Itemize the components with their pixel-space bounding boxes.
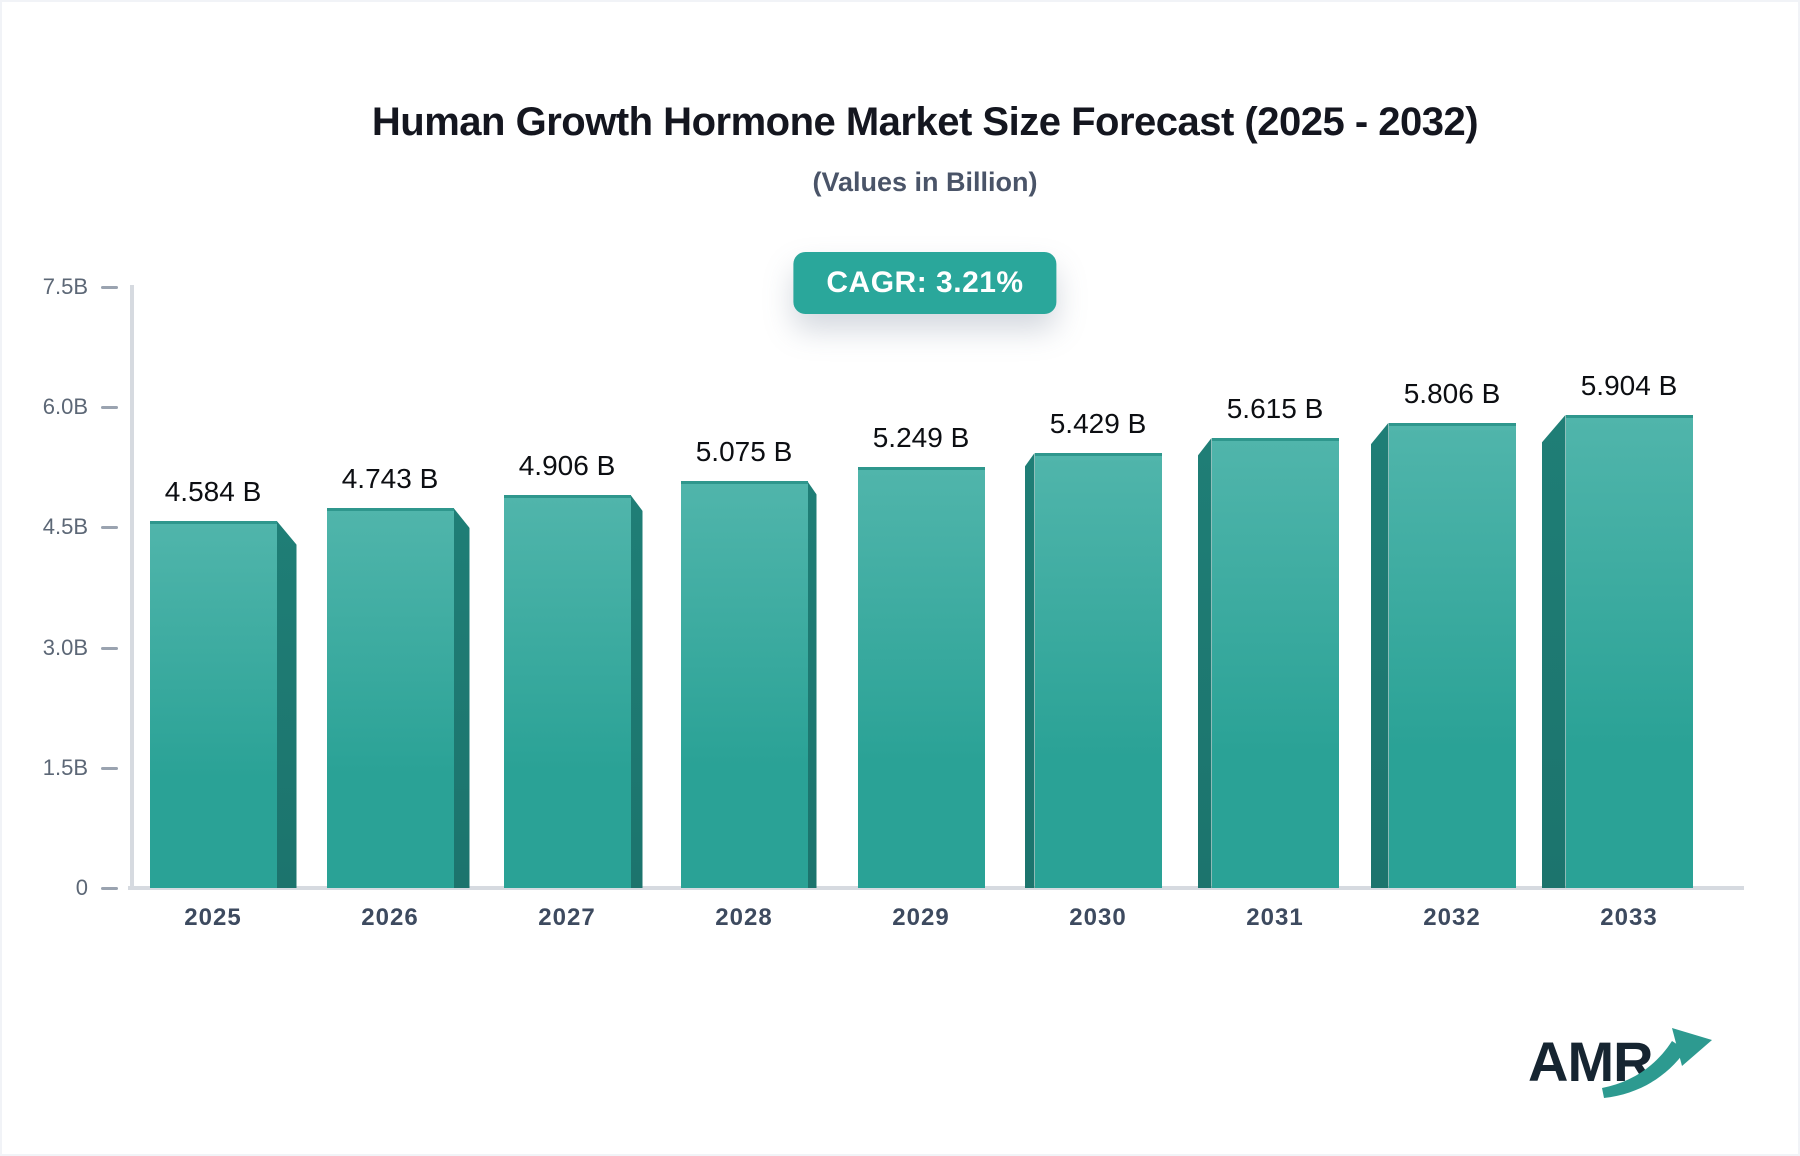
bar-3d-side <box>1370 422 1389 888</box>
bar-2026 <box>326 507 454 888</box>
x-axis-label: 2025 <box>184 904 242 931</box>
bar-2030 <box>1034 452 1162 888</box>
bar-3d-side <box>276 520 297 888</box>
bar-3d-side <box>1541 414 1566 888</box>
y-tick-label: 0 <box>75 875 88 900</box>
x-axis-label: 2030 <box>1069 904 1127 931</box>
x-axis-label: 2031 <box>1246 904 1304 931</box>
y-tick-dash <box>101 526 118 530</box>
y-tick-label: 4.5B <box>42 514 88 540</box>
y-tick-label: 7.5B <box>42 274 88 299</box>
y-tick-label: 1.5B <box>42 754 88 780</box>
amr-logo: AMR <box>1528 1028 1728 1122</box>
bar-2029 <box>857 467 985 888</box>
x-axis-label: 2026 <box>361 904 419 931</box>
y-tick-dash <box>101 406 118 410</box>
bar-value-label: 5.806 B <box>1403 377 1501 409</box>
chart-title: Human Growth Hormone Market Size Forecas… <box>371 100 1479 144</box>
bar-3d-side <box>1024 452 1035 888</box>
x-axis-line <box>128 886 1744 890</box>
y-tick-dash <box>101 766 118 770</box>
x-axis-label: 2029 <box>892 904 950 931</box>
y-tick-dash <box>101 887 118 890</box>
bar-value-label: 5.075 B <box>695 436 793 468</box>
bar-3d-side <box>453 507 470 888</box>
bar-value-label: 5.615 B <box>1226 393 1324 425</box>
bar-3d-side <box>1197 438 1212 888</box>
x-axis-label: 2028 <box>715 904 773 931</box>
bar-value-label: 4.743 B <box>341 462 439 494</box>
y-tick-label: 6.0B <box>42 394 88 420</box>
bar-2025 <box>149 520 277 888</box>
y-tick-dash <box>101 646 118 650</box>
bar-value-label: 5.904 B <box>1580 369 1678 401</box>
bar-3d-side <box>807 481 817 888</box>
x-axis-label: 2032 <box>1423 904 1481 931</box>
bar-2032 <box>1388 422 1516 888</box>
chart-subtitle: (Values in Billion) <box>812 167 1038 197</box>
x-axis-label: 2027 <box>538 904 596 931</box>
bar-3d-side <box>630 494 643 888</box>
cagr-badge: CAGR: 3.21% <box>793 252 1057 314</box>
bar-value-label: 4.584 B <box>164 475 262 507</box>
bar-2033 <box>1565 414 1693 888</box>
growth-arrow-icon <box>1602 1028 1712 1098</box>
bar-value-label: 5.249 B <box>872 422 970 454</box>
x-axis-label: 2033 <box>1600 904 1658 931</box>
bar-2028 <box>680 481 808 888</box>
y-tick-dash <box>101 286 118 289</box>
y-axis-line <box>130 285 134 888</box>
bar-2031 <box>1211 438 1339 888</box>
bar-2027 <box>503 494 631 888</box>
bar-value-label: 4.906 B <box>518 449 616 481</box>
y-tick-label: 3.0B <box>42 634 88 660</box>
bar-value-label: 5.429 B <box>1049 407 1147 439</box>
